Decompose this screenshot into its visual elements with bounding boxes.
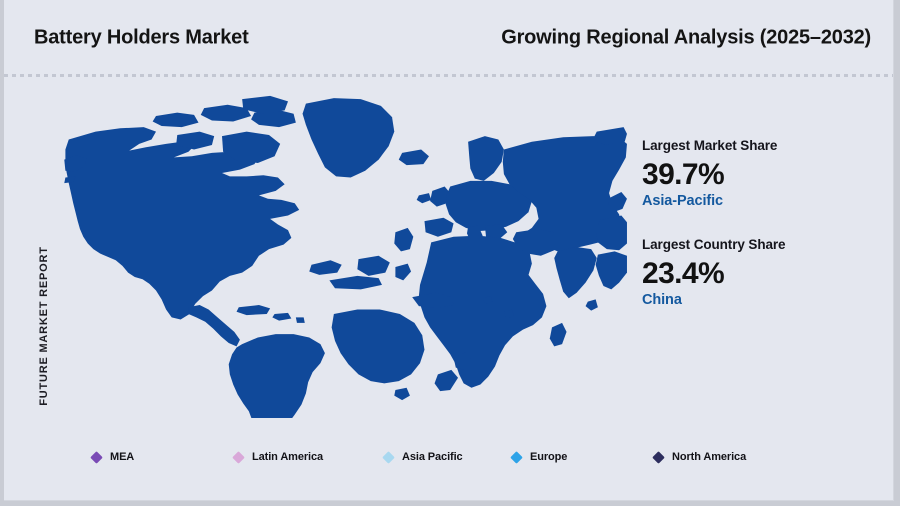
landmass-baffin bbox=[222, 131, 281, 163]
legend-item-label: Asia Pacific bbox=[402, 451, 463, 463]
landmass-middle-east bbox=[512, 228, 561, 256]
landmass-philippines bbox=[394, 227, 414, 252]
landmass-se-asia bbox=[595, 251, 627, 290]
landmass-madagascar bbox=[549, 322, 567, 347]
legend-item-label: North America bbox=[672, 451, 747, 463]
legend-marker-icon bbox=[232, 450, 245, 464]
landmass-arctic-islands-1 bbox=[152, 112, 199, 128]
legend-marker-icon bbox=[382, 450, 395, 464]
infographic-canvas: Battery Holders Market Growing Regional … bbox=[4, 0, 894, 501]
landmass-victoria bbox=[176, 131, 215, 150]
landmass-fiji bbox=[503, 309, 514, 319]
landmass-china-east bbox=[595, 215, 627, 251]
landmass-hispaniola bbox=[272, 312, 292, 321]
landmass-alaska bbox=[64, 155, 87, 172]
legend-marker-icon bbox=[510, 450, 523, 464]
stats-panel: Largest Market Share 39.7% Asia-Pacific … bbox=[642, 138, 882, 336]
legend-marker-icon bbox=[90, 450, 103, 464]
landmass-south-america bbox=[228, 334, 325, 418]
landmass-india bbox=[554, 246, 597, 299]
legend-item-latin-america[interactable]: Latin America bbox=[232, 447, 324, 467]
legend-item-europe[interactable]: Europe bbox=[510, 447, 568, 467]
landmass-siberia-east bbox=[592, 127, 627, 146]
stat-block-country-share: Largest Country Share 23.4% China bbox=[642, 237, 882, 308]
world-map-svg bbox=[64, 95, 627, 418]
landmass-japan bbox=[607, 192, 627, 213]
landmass-iceland bbox=[398, 149, 429, 166]
landmass-indonesia-1 bbox=[329, 275, 382, 290]
landmass-uk bbox=[430, 186, 451, 207]
landmass-greenland bbox=[302, 98, 395, 178]
landmass-new-zealand-s bbox=[434, 369, 459, 392]
landmass-pacific-islands bbox=[482, 296, 493, 304]
landmass-png bbox=[412, 292, 454, 309]
landmass-scandinavia bbox=[468, 136, 504, 181]
landmass-africa bbox=[418, 235, 547, 388]
landmass-arctic-islands-2 bbox=[200, 104, 252, 122]
landmass-new-zealand-n bbox=[453, 352, 472, 370]
legend-item-label: MEA bbox=[110, 451, 135, 463]
page-title: Battery Holders Market bbox=[34, 26, 249, 49]
landmass-iberia bbox=[424, 217, 454, 237]
legend-marker-icon bbox=[652, 450, 665, 464]
landmass-europe-mainland bbox=[445, 180, 532, 232]
legend-item-mea[interactable]: MEA bbox=[90, 447, 135, 467]
stat-block-market-share: Largest Market Share 39.7% Asia-Pacific bbox=[642, 138, 882, 209]
landmass-aleutians bbox=[64, 176, 76, 184]
landmass-tasmania bbox=[394, 387, 410, 401]
landmass-australia bbox=[331, 309, 425, 384]
legend-item-north-america[interactable]: North America bbox=[652, 447, 747, 467]
legend-item-label: Latin America bbox=[252, 451, 324, 463]
landmass-ireland bbox=[416, 193, 432, 204]
stat-label: Largest Market Share bbox=[642, 138, 778, 153]
brand-rail: FUTURE MARKET REPORT bbox=[36, 236, 52, 416]
landmass-cuba bbox=[236, 305, 271, 316]
landmass-sulawesi bbox=[395, 263, 412, 281]
landmass-indonesia-2 bbox=[309, 260, 342, 275]
landmass-balkans bbox=[484, 224, 508, 240]
map-landmasses bbox=[64, 95, 627, 418]
landmass-borneo bbox=[357, 255, 390, 276]
stat-region: China bbox=[642, 291, 682, 308]
stat-value: 23.4% bbox=[642, 256, 725, 290]
stat-label: Largest Country Share bbox=[642, 236, 786, 252]
stat-value: 39.7% bbox=[642, 158, 725, 191]
map-legend: MEA Latin America Asia Pacific Europe No… bbox=[90, 447, 792, 467]
landmass-ellesmere bbox=[242, 95, 289, 114]
header-subtitle: Growing Regional Analysis (2025–2032) bbox=[501, 26, 871, 49]
header-divider bbox=[4, 74, 893, 77]
stat-region: Asia-Pacific bbox=[642, 192, 724, 209]
landmass-arctic-islands-3 bbox=[251, 109, 296, 128]
legend-item-asia-pacific[interactable]: Asia Pacific bbox=[382, 447, 463, 467]
landmass-north-america bbox=[65, 127, 300, 320]
landmass-asia-main bbox=[502, 136, 627, 254]
brand-rail-label: FUTURE MARKET REPORT bbox=[38, 246, 50, 406]
landmass-central-america bbox=[188, 305, 240, 347]
world-map bbox=[62, 88, 627, 418]
header: Battery Holders Market Growing Regional … bbox=[4, 0, 893, 77]
legend-item-label: Europe bbox=[530, 451, 568, 463]
landmass-antilles bbox=[295, 317, 305, 323]
landmass-sri-lanka bbox=[585, 299, 598, 311]
